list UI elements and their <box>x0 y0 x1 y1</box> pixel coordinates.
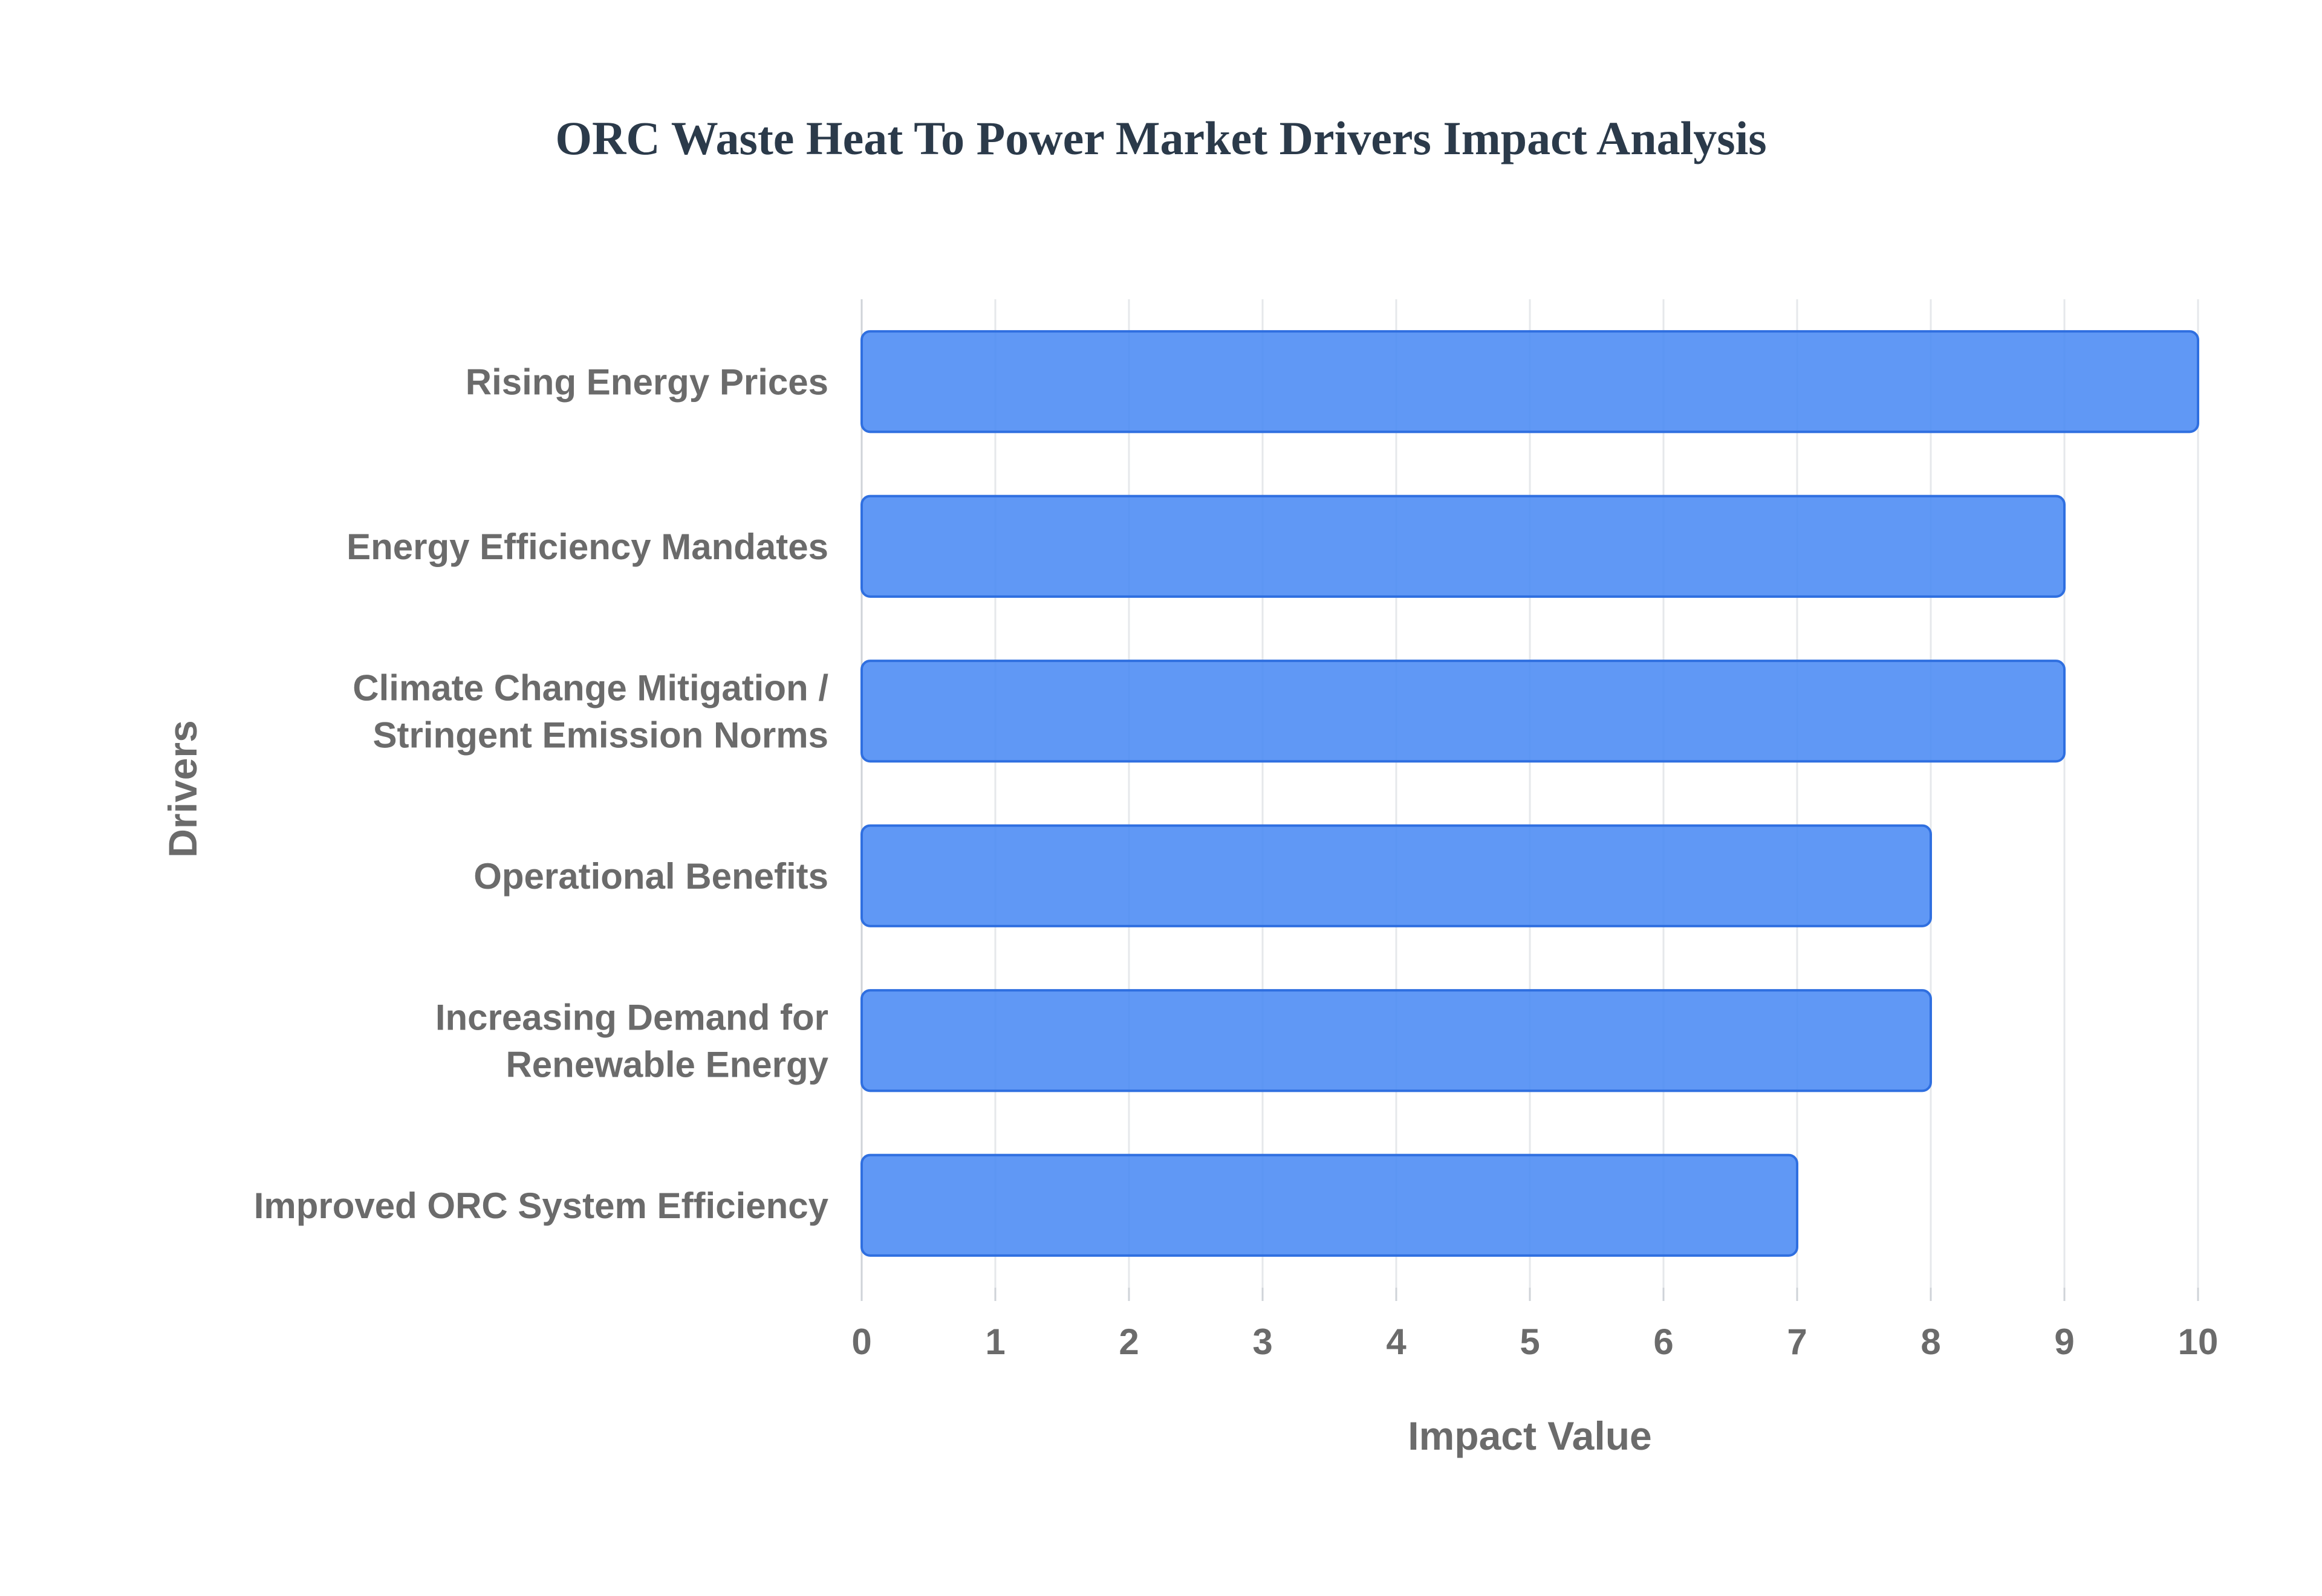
x-tick-label: 6 <box>1653 1322 1673 1362</box>
x-axis-title: Impact Value <box>1408 1413 1652 1458</box>
x-tick-label: 5 <box>1520 1322 1540 1362</box>
category-label: Operational Benefits <box>473 856 828 897</box>
category-labels: Rising Energy Prices Energy Efficiency Ma… <box>254 362 829 1226</box>
bars <box>860 330 2199 1257</box>
category-label: Rising Energy Prices <box>466 362 828 402</box>
x-tick-label: 10 <box>2178 1322 2219 1362</box>
x-tick-labels: 0 1 2 3 4 5 6 7 8 9 10 <box>851 1322 2218 1362</box>
grid <box>860 299 2199 1301</box>
x-tick-label: 7 <box>1787 1322 1807 1362</box>
bar <box>860 330 2199 433</box>
category-label: Energy Efficiency Mandates <box>346 527 828 567</box>
x-tick-label: 3 <box>1252 1322 1272 1362</box>
bar <box>860 660 2066 763</box>
bar <box>860 989 1932 1092</box>
chart-title: ORC Waste Heat To Power Market Drivers I… <box>555 112 1766 164</box>
x-tick-label: 9 <box>2054 1322 2074 1362</box>
bar <box>860 1153 1798 1257</box>
bar <box>860 495 2066 598</box>
bar <box>860 824 1932 927</box>
x-tick-label: 0 <box>851 1322 871 1362</box>
category-label: Climate Change Mitigation / Stringent Emi… <box>353 667 828 755</box>
category-label: Improved ORC System Efficiency <box>254 1186 829 1226</box>
x-tick-label: 4 <box>1386 1322 1407 1362</box>
x-tick-label: 2 <box>1119 1322 1139 1362</box>
y-axis-title: Drivers <box>160 720 205 858</box>
x-tick-label: 1 <box>985 1322 1005 1362</box>
x-tick-label: 8 <box>1920 1322 1940 1362</box>
category-label: Increasing Demand for Renewable Energy <box>435 997 829 1085</box>
